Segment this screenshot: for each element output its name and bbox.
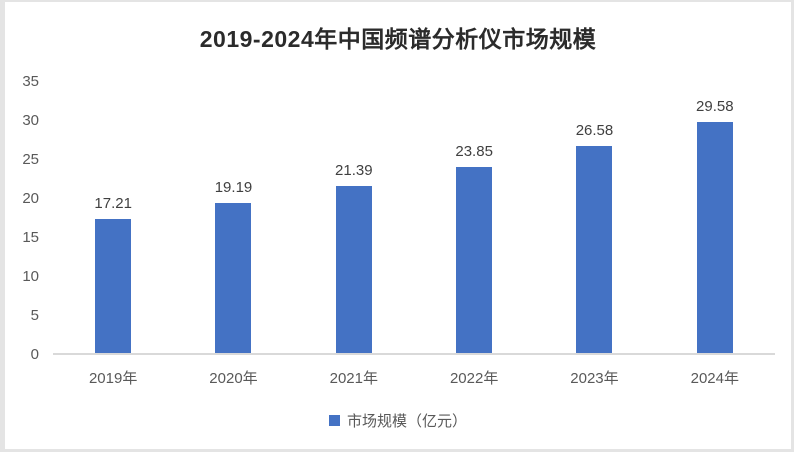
bar-data-label: 26.58 [575, 121, 614, 139]
bar [456, 166, 493, 353]
bar-group: 23.85 [414, 82, 534, 353]
y-tick-label: 30 [22, 112, 39, 129]
chart-title: 2019-2024年中国频谱分析仪市场规模 [199, 26, 597, 52]
y-tick-label: 15 [22, 229, 39, 246]
bar [576, 145, 613, 353]
bar [335, 186, 372, 353]
bar-group: 26.58 [534, 82, 654, 353]
bar-data-label: 21.39 [335, 162, 373, 180]
x-tick-label: 2024年 [690, 370, 739, 387]
bar-group: 17.21 [53, 82, 173, 353]
x-tick-label: 2019年 [88, 370, 138, 387]
x-axis: 2019年 2020年 2021年 2022年 2023年 2024年 [53, 367, 775, 388]
bar-data-label: 19.19 [214, 179, 253, 197]
x-tick-label: 2020年 [209, 370, 258, 387]
legend-marker-icon [328, 415, 340, 426]
bar-group: 29.58 [655, 82, 775, 353]
legend-label: 市场规模（亿元） [346, 413, 467, 430]
bar-group: 19.19 [173, 82, 293, 353]
x-tick-label: 2021年 [329, 370, 378, 387]
bar-data-label: 29.58 [696, 98, 734, 116]
bar [95, 218, 132, 353]
bar-data-label: 17.21 [94, 194, 132, 212]
y-tick-label: 10 [22, 268, 39, 285]
plot-area: 17.21 19.19 21.39 23.85 26.58 29.58 [53, 82, 775, 355]
y-tick-label: 5 [30, 307, 39, 324]
bar-series: 17.21 19.19 21.39 23.85 26.58 29.58 [53, 82, 775, 353]
bar [215, 203, 252, 353]
legend: 市场规模（亿元） [5, 410, 791, 431]
bar-data-label: 23.85 [455, 142, 493, 160]
y-tick-label: 25 [22, 151, 39, 168]
x-tick-label: 2022年 [449, 370, 499, 387]
x-tick-label: 2023年 [570, 370, 619, 387]
y-tick-label: 35 [22, 73, 39, 90]
y-tick-label: 20 [22, 190, 39, 207]
y-tick-label: 0 [30, 346, 39, 363]
bar [696, 122, 733, 353]
bar-group: 21.39 [294, 82, 414, 353]
